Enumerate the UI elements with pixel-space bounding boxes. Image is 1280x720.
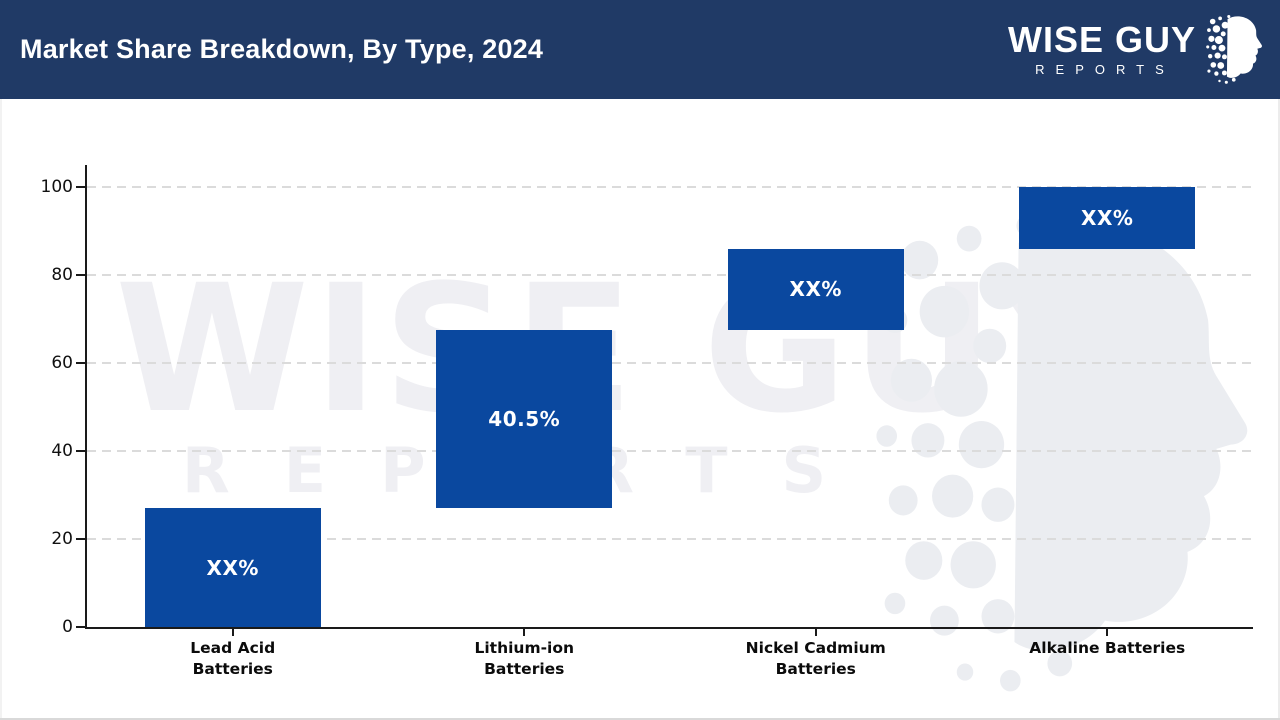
category-label-line: Alkaline Batteries [1029,639,1186,657]
bar-lithium-ion-batteries: 40.5% [436,330,613,509]
y-axis-label-40: 40 [51,441,73,461]
bar-value-label-alkaline-batteries: XX% [1081,205,1134,230]
y-axis-line [85,165,87,629]
logo-text: WISE GUY REPORTS [1007,19,1196,78]
logo-subtitle: REPORTS [1035,62,1175,77]
category-label-line: Batteries [775,660,856,678]
y-axis-label-80: 80 [51,265,73,285]
x-axis-line [85,627,1253,629]
y-axis-tick-60 [76,362,85,364]
x-axis-tick-alkaline-batteries [1106,627,1109,636]
category-label-lithium-ion-batteries: Lithium-ion Batteries [374,638,674,680]
y-axis-label-60: 60 [51,353,73,373]
bar-alkaline-batteries: XX% [1019,187,1196,249]
category-label-line: Batteries [192,660,273,678]
category-label-line: Lead Acid [190,639,276,657]
logo-wordmark: WISE GUY [1007,19,1196,60]
y-axis-tick-40 [76,450,85,452]
gridline-60 [87,362,1253,364]
gridline-80 [87,274,1253,276]
category-label-nickel-cadmium-batteries: Nickel Cadmium Batteries [666,638,966,680]
bar-value-label-lithium-ion-batteries: 40.5% [488,407,561,432]
bar-value-label-lead-acid-batteries: XX% [206,555,259,580]
chart-title: Market Share Breakdown, By Type, 2024 [20,34,544,64]
y-axis-label-0: 0 [62,617,73,637]
category-label-line: Nickel Cadmium [745,639,886,657]
wiseguy-head-icon [1206,14,1262,84]
y-axis-tick-20 [76,538,85,540]
category-label-line: Lithium-ion [474,639,575,657]
x-axis-tick-lead-acid-batteries [231,627,234,636]
wiseguy-logo: WISE GUY REPORTS [1008,12,1266,88]
header-bar: Market Share Breakdown, By Type, 2024 WI… [0,0,1280,99]
category-label-lead-acid-batteries: Lead Acid Batteries [83,638,383,680]
category-label-line: Batteries [484,660,565,678]
category-label-alkaline-batteries: Alkaline Batteries [957,638,1257,659]
y-axis-label-20: 20 [51,529,73,549]
x-axis-tick-lithium-ion-batteries [523,627,526,636]
gridline-100 [87,186,1253,188]
y-axis-tick-100 [76,186,85,188]
y-axis-tick-0 [76,626,85,628]
y-axis-tick-80 [76,274,85,276]
bar-lead-acid-batteries: XX% [144,508,321,627]
bar-value-label-nickel-cadmium-batteries: XX% [789,277,842,302]
gridline-40 [87,450,1253,452]
bar-nickel-cadmium-batteries: XX% [727,248,904,330]
gridline-20 [87,538,1253,540]
y-axis-label-100: 100 [40,177,73,197]
x-axis-tick-nickel-cadmium-batteries [814,627,817,636]
